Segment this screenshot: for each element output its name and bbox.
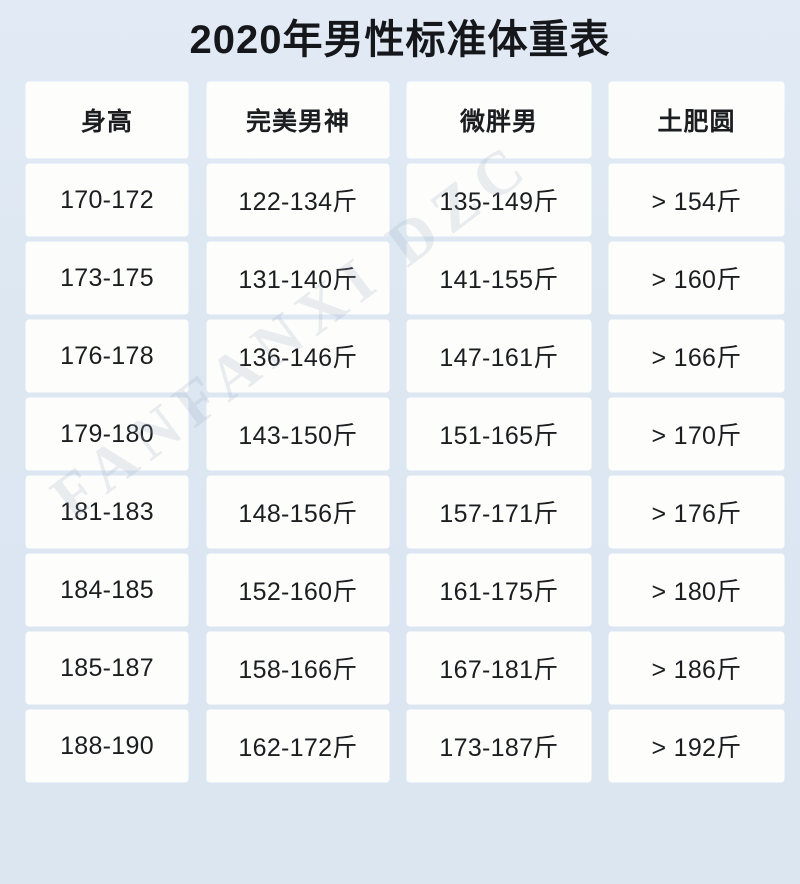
cell-perfect-male: 152-160斤	[207, 554, 389, 626]
cell-perfect-male: 122-134斤	[207, 164, 389, 236]
cell-overweight: > 166斤	[609, 320, 784, 392]
cell-perfect-male: 131-140斤	[207, 242, 389, 314]
table-row: 188-190 162-172斤 173-187斤 > 192斤	[26, 710, 784, 782]
cell-perfect-male: 148-156斤	[207, 476, 389, 548]
table-row: 181-183 148-156斤 157-171斤 > 176斤	[26, 476, 784, 548]
cell-slightly-chubby: 135-149斤	[407, 164, 591, 236]
cell-height: 179-180	[26, 398, 188, 470]
table-row: 179-180 143-150斤 151-165斤 > 170斤	[26, 398, 784, 470]
cell-perfect-male: 162-172斤	[207, 710, 389, 782]
cell-height: 170-172	[26, 164, 188, 236]
cell-slightly-chubby: 141-155斤	[407, 242, 591, 314]
cell-slightly-chubby: 173-187斤	[407, 710, 591, 782]
table-row: 170-172 122-134斤 135-149斤 > 154斤	[26, 164, 784, 236]
table-row: 173-175 131-140斤 141-155斤 > 160斤	[26, 242, 784, 314]
cell-overweight: > 154斤	[609, 164, 784, 236]
cell-slightly-chubby: 161-175斤	[407, 554, 591, 626]
table-row: 176-178 136-146斤 147-161斤 > 166斤	[26, 320, 784, 392]
table-header-perfect-male: 完美男神	[207, 82, 389, 158]
page-title: 2020年男性标准体重表	[189, 18, 611, 62]
cell-perfect-male: 158-166斤	[207, 632, 389, 704]
cell-slightly-chubby: 147-161斤	[407, 320, 591, 392]
table-header-overweight: 土肥圆	[609, 82, 784, 158]
cell-height: 173-175	[26, 242, 188, 314]
cell-slightly-chubby: 157-171斤	[407, 476, 591, 548]
cell-height: 184-185	[26, 554, 188, 626]
cell-slightly-chubby: 167-181斤	[407, 632, 591, 704]
standard-weight-table: 身高 完美男神 微胖男 土肥圆 170-172 122-134斤 135-149…	[26, 82, 784, 788]
cell-overweight: > 192斤	[609, 710, 784, 782]
cell-overweight: > 176斤	[609, 476, 784, 548]
table-header-row: 身高 完美男神 微胖男 土肥圆	[26, 82, 784, 158]
cell-height: 176-178	[26, 320, 188, 392]
cell-perfect-male: 143-150斤	[207, 398, 389, 470]
cell-height: 181-183	[26, 476, 188, 548]
table-row: 185-187 158-166斤 167-181斤 > 186斤	[26, 632, 784, 704]
cell-overweight: > 186斤	[609, 632, 784, 704]
cell-overweight: > 180斤	[609, 554, 784, 626]
cell-overweight: > 170斤	[609, 398, 784, 470]
cell-overweight: > 160斤	[609, 242, 784, 314]
cell-slightly-chubby: 151-165斤	[407, 398, 591, 470]
cell-height: 188-190	[26, 710, 188, 782]
table-header-height: 身高	[26, 82, 188, 158]
cell-height: 185-187	[26, 632, 188, 704]
table-header-slightly-chubby: 微胖男	[407, 82, 591, 158]
table-row: 184-185 152-160斤 161-175斤 > 180斤	[26, 554, 784, 626]
cell-perfect-male: 136-146斤	[207, 320, 389, 392]
